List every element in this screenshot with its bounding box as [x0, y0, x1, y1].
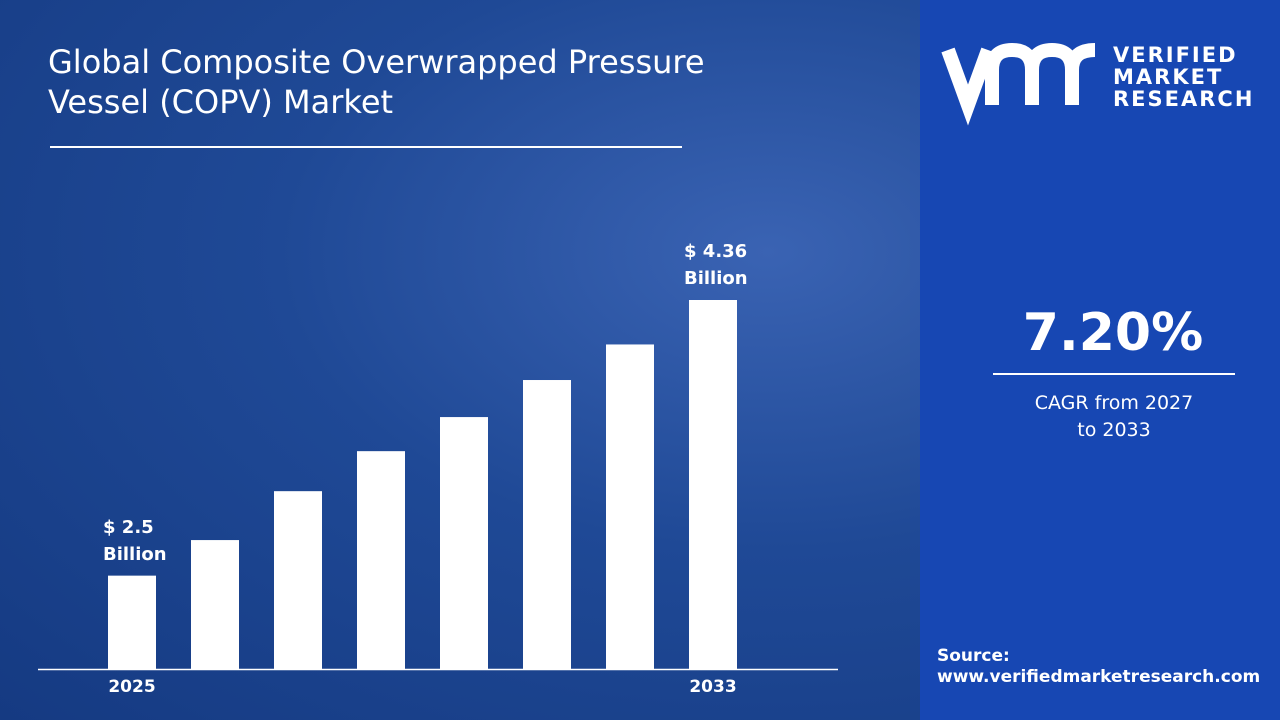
- bar: [606, 344, 654, 669]
- value-label: $ 2.5 Billion: [103, 516, 167, 565]
- divider: [993, 373, 1235, 375]
- source-url: www.verifiedmarketresearch.com: [937, 667, 1261, 687]
- logo-text: VERIFIED: [1113, 43, 1238, 67]
- bar: [191, 540, 239, 669]
- bar: [689, 300, 737, 669]
- title-rule: [50, 146, 682, 148]
- cagr-value: 7.20%: [1022, 303, 1204, 363]
- x-tick-label: 2033: [689, 677, 736, 697]
- sidebar: VERIFIED MARKET RESEARCH 7.20% CAGR from…: [920, 0, 1280, 720]
- bar: [440, 417, 488, 669]
- value-label: $ 4.36 Billion: [684, 241, 748, 289]
- logo: VERIFIED MARKET RESEARCH: [941, 42, 1254, 126]
- x-tick-label: 2025: [108, 677, 155, 697]
- logo-mark: [941, 42, 1096, 126]
- logo-text: MARKET: [1113, 65, 1223, 89]
- source-label: Source:: [937, 646, 1010, 666]
- chart: 2025 2033: [0, 0, 920, 720]
- chart-title: Global Composite Overwrapped Pressure Ve…: [48, 43, 705, 121]
- bar: [523, 380, 571, 669]
- logo-text: RESEARCH: [1113, 87, 1254, 111]
- bar: [108, 575, 156, 669]
- bar: [274, 491, 322, 669]
- bar: [357, 451, 405, 669]
- cagr-label: CAGR from 2027 to 2033: [1034, 392, 1194, 441]
